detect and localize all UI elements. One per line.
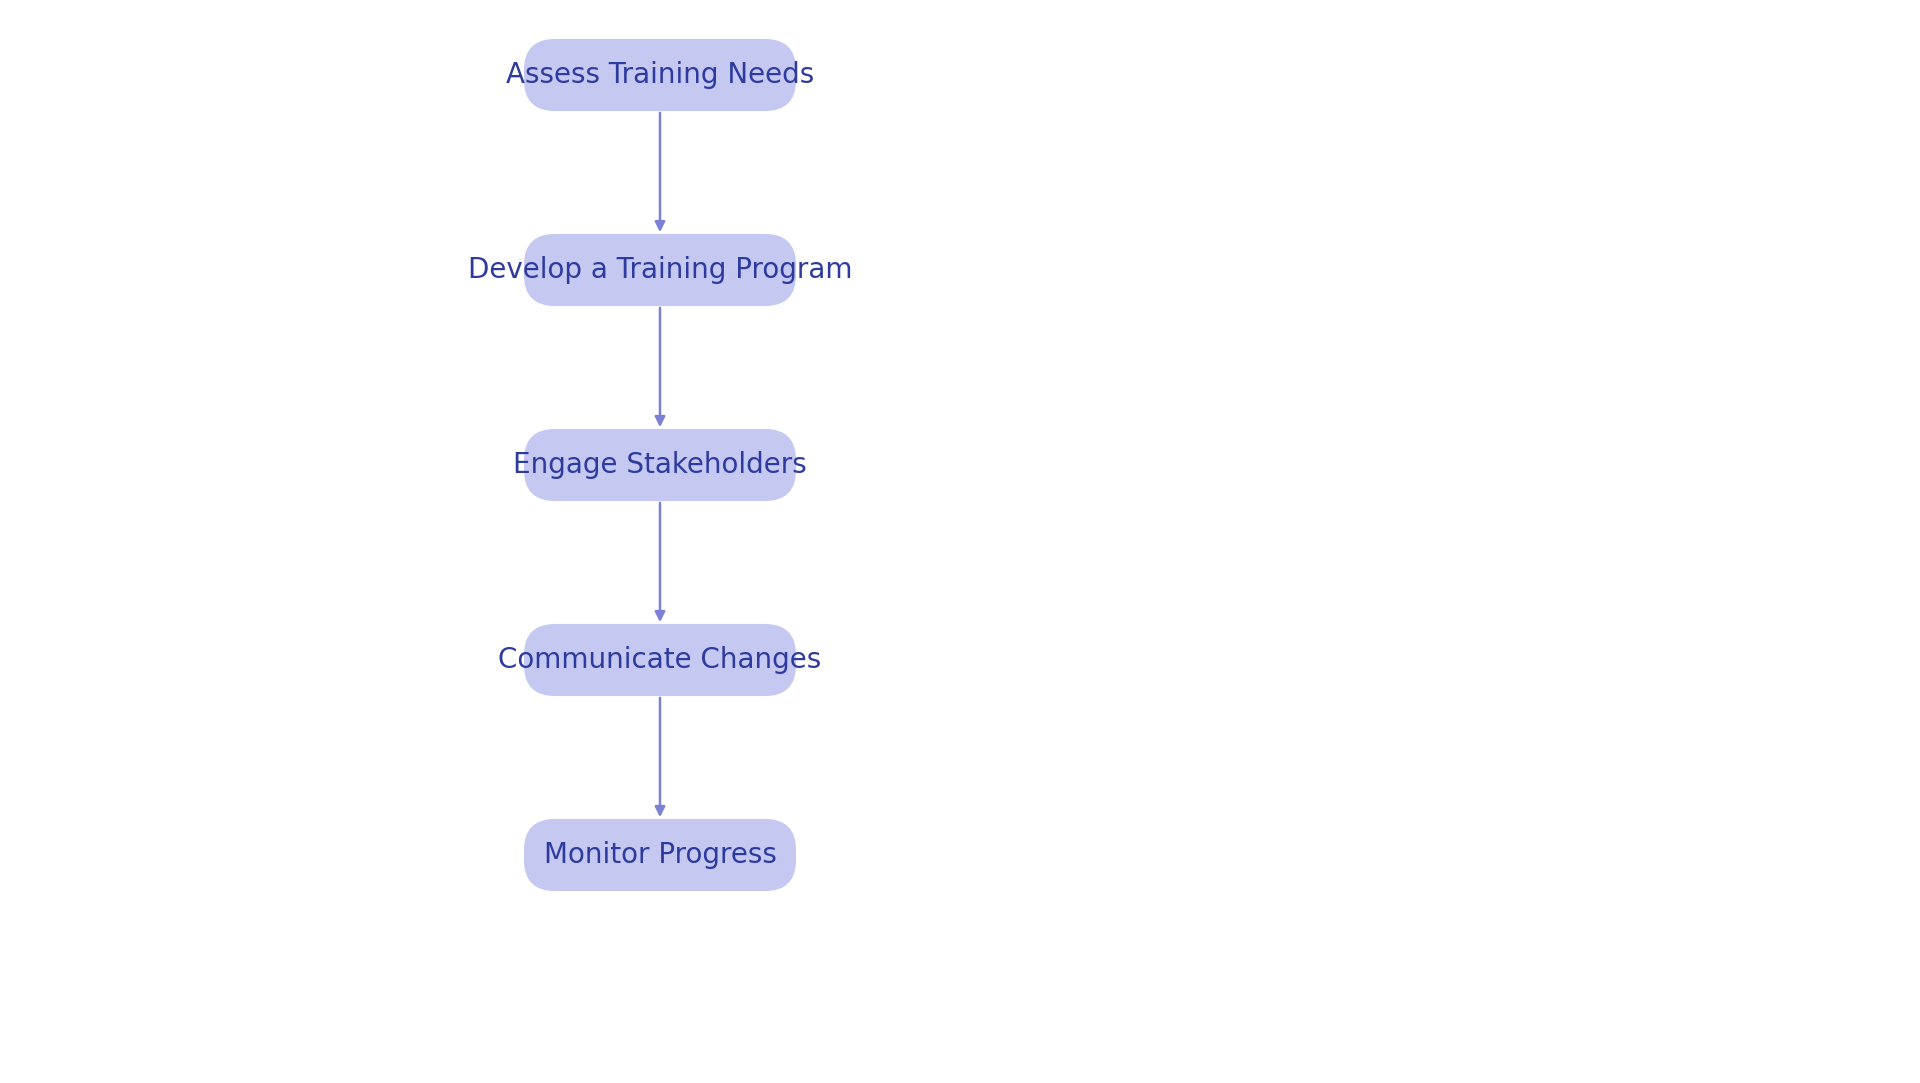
FancyBboxPatch shape bbox=[524, 820, 795, 890]
FancyBboxPatch shape bbox=[524, 40, 795, 110]
Text: Communicate Changes: Communicate Changes bbox=[499, 645, 822, 674]
Text: Develop a Training Program: Develop a Training Program bbox=[468, 256, 852, 284]
Text: Monitor Progress: Monitor Progress bbox=[543, 841, 776, 869]
FancyBboxPatch shape bbox=[524, 625, 795, 695]
Text: Engage Stakeholders: Engage Stakeholders bbox=[513, 451, 806, 479]
FancyBboxPatch shape bbox=[524, 430, 795, 500]
Text: Assess Training Needs: Assess Training Needs bbox=[505, 61, 814, 89]
FancyBboxPatch shape bbox=[524, 235, 795, 305]
